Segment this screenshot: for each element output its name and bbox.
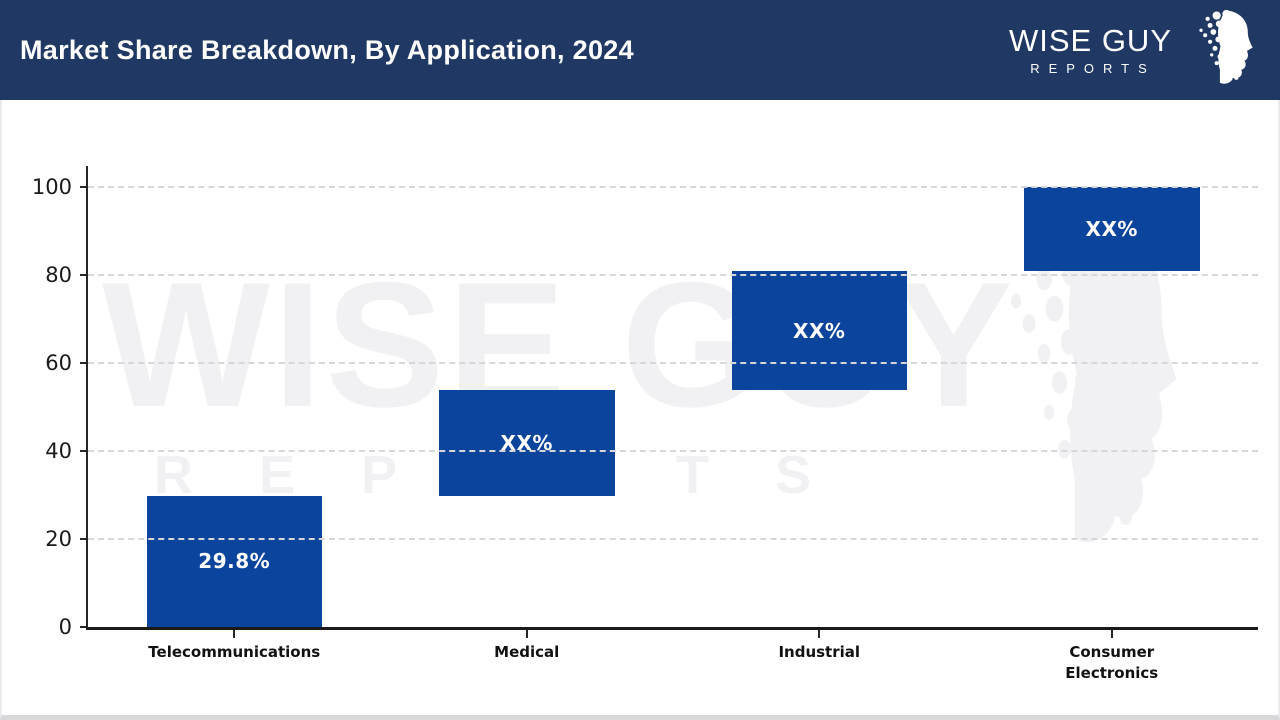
- bar-medical: [439, 390, 615, 496]
- x-axis-label-consumer-electronics: Consumer Electronics: [1065, 643, 1159, 682]
- x-axis-label-telecommunications: Telecommunications: [148, 643, 321, 661]
- y-axis-tick-label: 20: [45, 527, 72, 551]
- y-axis-tick: [80, 274, 88, 276]
- x-axis-label-industrial: Industrial: [778, 643, 861, 661]
- y-axis-tick: [80, 450, 88, 452]
- bar-value-label: XX%: [500, 431, 553, 456]
- bar-value-label: 29.8%: [198, 549, 271, 574]
- brand-logo-text: WISE GUY REPORTS: [1009, 25, 1172, 76]
- bar-consumer-electronics: [1024, 187, 1200, 272]
- y-axis-tick-label: 60: [45, 351, 72, 375]
- logo-wordmark: WISE GUY: [1008, 22, 1172, 58]
- head-logo-icon: [1199, 9, 1253, 84]
- y-axis-tick: [80, 538, 88, 540]
- x-axis-tick: [1110, 630, 1113, 638]
- bar-telecommunications: [146, 495, 322, 627]
- y-axis-line: [86, 166, 88, 630]
- x-axis-tick: [818, 630, 821, 638]
- bar-value-label: XX%: [1085, 217, 1138, 242]
- logo-subtext: REPORTS: [1030, 60, 1156, 76]
- y-axis-tick-label: 40: [45, 439, 72, 463]
- y-axis-tick-label: 0: [58, 615, 72, 639]
- y-axis-tick-label: 100: [31, 175, 72, 199]
- chart-area: WISE GUY REPORTS 29.8%XX%XX%XX%020406080…: [0, 100, 1280, 720]
- x-axis-tick: [233, 630, 236, 638]
- gridline-60: [88, 362, 1258, 364]
- y-axis-tick: [80, 362, 88, 364]
- x-axis-tick: [525, 630, 528, 638]
- bar-value-label: XX%: [793, 318, 846, 343]
- x-axis-label-medical: Medical: [494, 643, 560, 661]
- x-axis-line: [86, 627, 1258, 630]
- waterfall-plot: 29.8% XX% XX% XX% 0 20 40 60 80 100 Telecommunicat…: [2, 100, 1278, 715]
- y-axis-tick: [80, 186, 88, 188]
- gridline-40: [88, 450, 1258, 452]
- y-axis-tick-label: 80: [45, 263, 72, 287]
- chart-title: Market Share Breakdown, By Application, …: [20, 34, 634, 65]
- brand-logo: WISE GUY REPORTS: [1009, 7, 1256, 93]
- header-bar: Market Share Breakdown, By Application, …: [0, 0, 1280, 100]
- y-axis-tick: [80, 626, 88, 628]
- gridline-100: [88, 186, 1258, 188]
- gridline-20: [88, 538, 1258, 540]
- gridline-80: [88, 274, 1258, 276]
- bar-industrial: [731, 271, 907, 391]
